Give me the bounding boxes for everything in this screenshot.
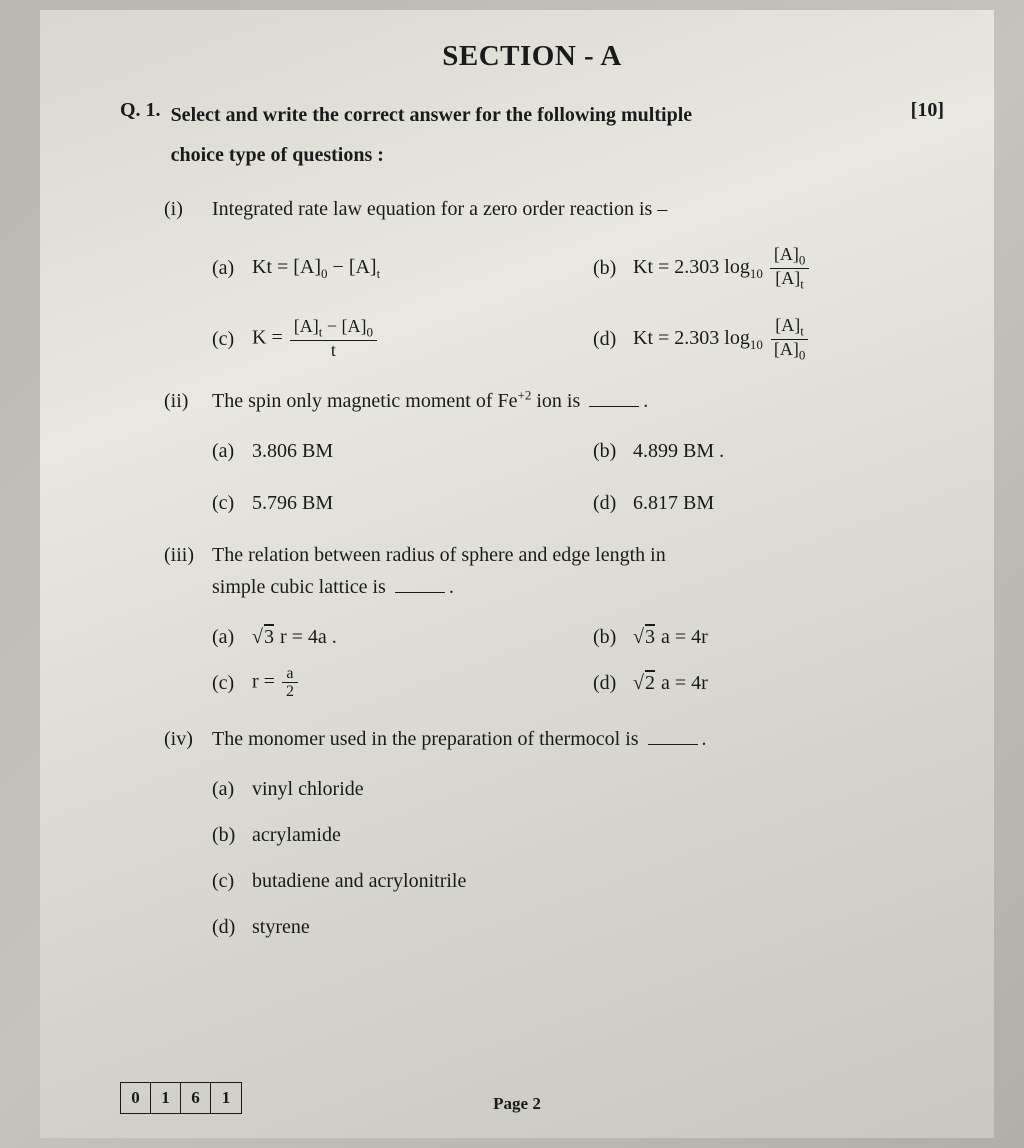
option-3c-text: r = a2 [252, 665, 300, 701]
option-4d: (d) styrene [212, 913, 944, 941]
option-2a-label: (a) [212, 437, 242, 465]
subq-3: (iii) The relation between radius of sph… [164, 539, 944, 701]
option-2c: (c) 5.796 BM [212, 489, 563, 517]
option-1b-text: Kt = 2.303 log10 [A]0[A]t [633, 245, 811, 292]
subq-3-num: (iii) [164, 539, 198, 603]
option-1c-label: (c) [212, 325, 242, 353]
option-3d-text: √2 a = 4r [633, 669, 708, 697]
option-3d-label: (d) [593, 669, 623, 697]
subq-4-options: (a) vinyl chloride (b) acrylamide (c) bu… [212, 775, 944, 941]
option-4d-text: styrene [252, 913, 310, 941]
question-left: Q. 1. Select and write the correct answe… [120, 99, 881, 171]
option-1a-text: Kt = [A]0 − [A]t [252, 253, 380, 283]
option-1a: (a) Kt = [A]0 − [A]t [212, 245, 563, 292]
option-4b: (b) acrylamide [212, 821, 944, 849]
subq-1: (i) Integrated rate law equation for a z… [164, 193, 944, 363]
option-3b: (b) √3 a = 4r [593, 623, 944, 651]
option-2c-label: (c) [212, 489, 242, 517]
subq-1-num: (i) [164, 193, 198, 225]
subq-3-options: (a) √3 r = 4a . (b) √3 a = 4r (c) r = a2… [212, 623, 944, 701]
page-box-1: 1 [151, 1083, 181, 1113]
subq-2-text: The spin only magnetic moment of Fe+2 io… [212, 385, 648, 417]
subq-3-header: (iii) The relation between radius of sph… [164, 539, 944, 603]
option-3b-label: (b) [593, 623, 623, 651]
option-3a: (a) √3 r = 4a . [212, 623, 563, 651]
option-3a-text: √3 r = 4a . [252, 623, 337, 651]
page-box-2: 6 [181, 1083, 211, 1113]
option-3c: (c) r = a2 [212, 665, 563, 701]
subq-2-text-suffix: ion is [531, 390, 585, 412]
option-2c-text: 5.796 BM [252, 489, 333, 517]
option-1d: (d) Kt = 2.303 log10 [A]t[A]0 [593, 316, 944, 363]
page-box-0: 0 [121, 1083, 151, 1113]
subq-2-options: (a) 3.806 BM (b) 4.899 BM . (c) 5.796 BM… [212, 437, 944, 517]
option-4b-label: (b) [212, 821, 242, 849]
question-header: Q. 1. Select and write the correct answe… [120, 99, 944, 171]
option-1c-text: K = [A]t − [A]0t [252, 317, 379, 361]
page-code-boxes: 0 1 6 1 [120, 1082, 242, 1114]
subq-1-header: (i) Integrated rate law equation for a z… [164, 193, 944, 225]
option-4d-label: (d) [212, 913, 242, 941]
option-4c-label: (c) [212, 867, 242, 895]
option-4b-text: acrylamide [252, 821, 341, 849]
option-1a-label: (a) [212, 254, 242, 282]
option-2b-label: (b) [593, 437, 623, 465]
subq-3-text-line1: The relation between radius of sphere an… [212, 544, 666, 566]
subq-4-text: The monomer used in the preparation of t… [212, 723, 707, 755]
option-2d-label: (d) [593, 489, 623, 517]
option-2a: (a) 3.806 BM [212, 437, 563, 465]
option-2a-text: 3.806 BM [252, 437, 333, 465]
option-1b-label: (b) [593, 254, 623, 282]
option-4a-text: vinyl chloride [252, 775, 364, 803]
option-2d-text: 6.817 BM [633, 489, 714, 517]
question-text-line1: Select and write the correct answer for … [171, 99, 693, 131]
option-4c: (c) butadiene and acrylonitrile [212, 867, 944, 895]
option-3d: (d) √2 a = 4r [593, 665, 944, 701]
subq-4-text-inner: The monomer used in the preparation of t… [212, 728, 644, 750]
subq-1-options: (a) Kt = [A]0 − [A]t (b) Kt = 2.303 log1… [212, 245, 944, 363]
option-2d: (d) 6.817 BM [593, 489, 944, 517]
option-3a-label: (a) [212, 623, 242, 651]
exam-paper: SECTION - A Q. 1. Select and write the c… [40, 10, 994, 1138]
option-1d-label: (d) [593, 325, 623, 353]
page-footer: 0 1 6 1 Page 2 [40, 1094, 994, 1114]
subq-4-header: (iv) The monomer used in the preparation… [164, 723, 944, 755]
subq-4-num: (iv) [164, 723, 198, 755]
subq-2-header: (ii) The spin only magnetic moment of Fe… [164, 385, 944, 417]
option-2b-text: 4.899 BM . [633, 437, 724, 465]
subq-3-text-line2: simple cubic lattice is [212, 576, 391, 598]
question-text-line2: choice type of questions : [171, 139, 693, 171]
subq-4: (iv) The monomer used in the preparation… [164, 723, 944, 941]
option-4c-text: butadiene and acrylonitrile [252, 867, 466, 895]
question-number: Q. 1. [120, 99, 161, 171]
option-1d-text: Kt = 2.303 log10 [A]t[A]0 [633, 316, 811, 363]
option-4a-label: (a) [212, 775, 242, 803]
subq-2: (ii) The spin only magnetic moment of Fe… [164, 385, 944, 517]
option-1c: (c) K = [A]t − [A]0t [212, 316, 563, 363]
page-box-3: 1 [211, 1083, 241, 1113]
question-text-wrap: Select and write the correct answer for … [171, 99, 693, 171]
subq-2-text-prefix: The spin only magnetic moment of Fe [212, 390, 518, 412]
subq-2-num: (ii) [164, 385, 198, 417]
question-marks: [10] [911, 99, 944, 122]
option-3b-text: √3 a = 4r [633, 623, 708, 651]
option-3c-label: (c) [212, 669, 242, 697]
option-4a: (a) vinyl chloride [212, 775, 944, 803]
subq-3-text: The relation between radius of sphere an… [212, 539, 666, 603]
section-title: SECTION - A [120, 40, 944, 73]
option-1b: (b) Kt = 2.303 log10 [A]0[A]t [593, 245, 944, 292]
subq-1-text: Integrated rate law equation for a zero … [212, 193, 667, 225]
option-2b: (b) 4.899 BM . [593, 437, 944, 465]
